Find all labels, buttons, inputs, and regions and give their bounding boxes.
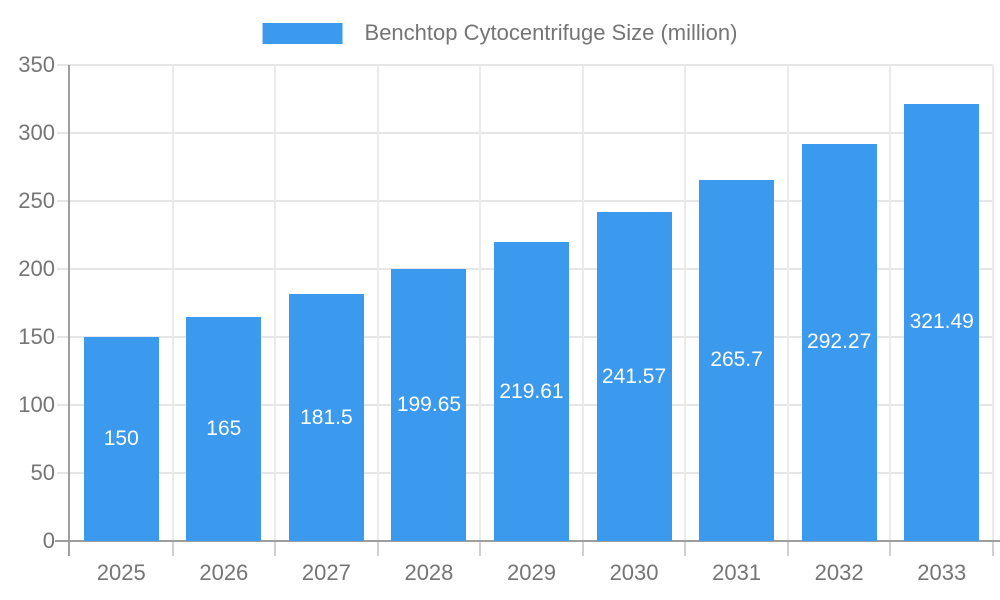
x-axis-tick xyxy=(479,541,482,556)
y-axis-tick-label: 150 xyxy=(18,324,55,349)
bar-value-label: 321.49 xyxy=(909,310,974,334)
legend-label: Benchtop Cytocentrifuge Size (million) xyxy=(364,20,738,45)
bar-value-label: 265.7 xyxy=(710,348,763,372)
legend-item[interactable]: Benchtop Cytocentrifuge Size (million) xyxy=(262,20,738,46)
x-gridline xyxy=(786,65,789,541)
x-gridline xyxy=(581,65,584,541)
y-axis-tick xyxy=(57,268,70,270)
bar-2028[interactable] xyxy=(391,269,467,541)
bar-2032[interactable] xyxy=(801,143,877,541)
y-axis-tick xyxy=(57,132,70,134)
x-axis-tick xyxy=(376,541,379,556)
x-axis-tick xyxy=(274,541,277,556)
x-gridline xyxy=(479,65,482,541)
bar-value-label: 150 xyxy=(103,427,139,450)
x-gridline xyxy=(684,65,687,541)
x-axis-tick xyxy=(581,541,584,556)
bar-2025[interactable] xyxy=(83,337,159,541)
bar-value-label: 292.27 xyxy=(807,330,872,354)
y-axis-tick xyxy=(57,404,70,406)
x-gridline xyxy=(274,65,277,541)
bar-2026[interactable] xyxy=(186,316,262,541)
bar-value-label: 241.57 xyxy=(601,364,667,388)
bar-value-label: 199.65 xyxy=(396,393,462,417)
x-axis-tick-label: 2028 xyxy=(404,560,454,585)
x-gridline xyxy=(889,65,892,541)
y-axis-tick-label: 300 xyxy=(18,120,55,145)
bar-value-label: 165 xyxy=(206,416,242,440)
x-axis-tick xyxy=(992,541,994,556)
y-axis-line xyxy=(68,65,70,556)
bar-2027[interactable] xyxy=(288,294,364,541)
legend-swatch-icon xyxy=(262,22,343,44)
x-axis-tick-label: 2031 xyxy=(712,560,762,585)
bar-value-label: 219.61 xyxy=(499,379,564,403)
y-axis-tick-label: 0 xyxy=(42,528,55,553)
bar-2029[interactable] xyxy=(494,242,569,541)
bar-value-label: 181.5 xyxy=(300,405,353,429)
x-axis-tick xyxy=(786,541,789,556)
x-gridline xyxy=(171,65,174,541)
x-axis-tick-label: 2032 xyxy=(814,560,864,585)
x-axis-tick-label: 2029 xyxy=(507,560,556,585)
x-axis-tick-label: 2025 xyxy=(96,560,146,585)
x-axis-tick-label: 2030 xyxy=(609,560,659,585)
y-axis-tick xyxy=(57,472,70,474)
y-axis-tick-label: 100 xyxy=(18,392,55,417)
y-axis-tick xyxy=(57,64,70,66)
x-axis-tick xyxy=(171,541,174,556)
y-axis-tick-label: 50 xyxy=(30,460,55,485)
bar-2030[interactable] xyxy=(596,212,672,541)
y-axis-tick xyxy=(57,336,70,338)
x-axis-tick xyxy=(889,541,892,556)
x-axis-line xyxy=(55,540,1000,542)
x-gridline xyxy=(376,65,379,541)
x-gridline xyxy=(992,65,994,541)
bar-2033[interactable] xyxy=(904,103,980,541)
x-axis-tick-label: 2027 xyxy=(301,560,351,585)
y-axis-tick xyxy=(57,200,70,202)
y-gridline xyxy=(70,64,993,66)
y-axis-tick-label: 250 xyxy=(18,188,55,213)
x-axis-tick-label: 2033 xyxy=(917,560,967,585)
y-axis-tick-label: 350 xyxy=(18,52,55,77)
x-axis-tick-label: 2026 xyxy=(199,560,249,585)
x-axis-tick xyxy=(684,541,687,556)
y-axis-tick-label: 200 xyxy=(18,256,55,281)
y-gridline xyxy=(70,132,993,134)
y-gridline xyxy=(70,200,993,202)
bar-2031[interactable] xyxy=(699,179,775,541)
